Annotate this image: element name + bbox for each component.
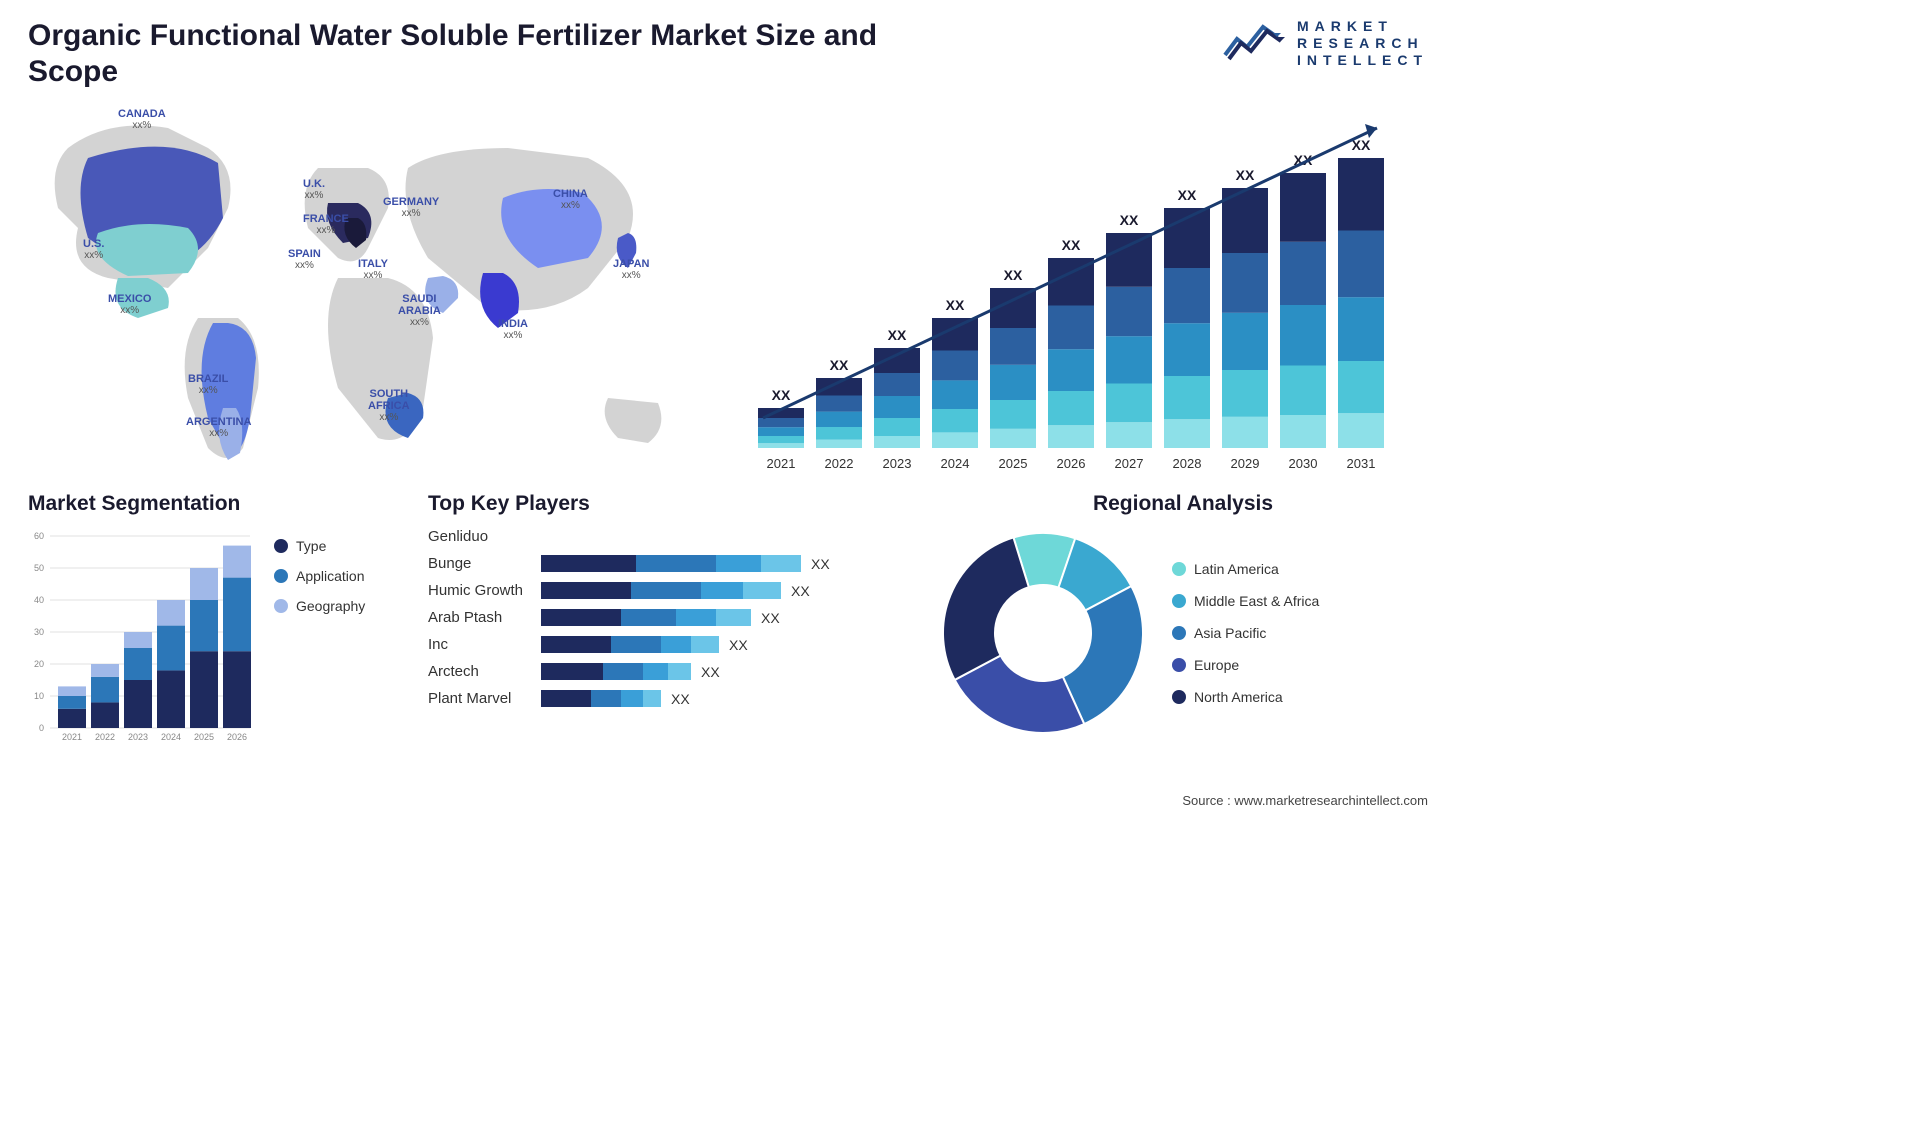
svg-text:10: 10 (34, 691, 44, 701)
regional-panel: Regional Analysis Latin America Middle Ea… (938, 492, 1428, 748)
forecast-chart: XXXXXXXXXXXXXXXXXXXXXX 20212022202320242… (738, 118, 1438, 478)
legend-item: Geography (274, 598, 365, 614)
svg-text:XX: XX (1062, 237, 1081, 253)
svg-text:0: 0 (39, 723, 44, 733)
country-label: BRAZILxx% (188, 373, 228, 396)
country-label: U.K.xx% (303, 178, 325, 201)
svg-text:2025: 2025 (194, 732, 214, 742)
svg-text:XX: XX (946, 297, 965, 313)
svg-text:2025: 2025 (999, 456, 1028, 471)
player-name: Genliduo (428, 528, 488, 545)
player-name: Plant Marvel (428, 690, 511, 707)
country-label: ARGENTINAxx% (186, 416, 251, 439)
legend-item: North America (1172, 689, 1319, 705)
country-label: U.S.xx% (83, 238, 104, 261)
country-label: FRANCExx% (303, 213, 349, 236)
country-label: ITALYxx% (358, 258, 388, 281)
players-labels: Genliduo Bunge Humic Growth Arab Ptash Inc Ar… (428, 528, 523, 707)
legend-item: Asia Pacific (1172, 625, 1319, 641)
logo-icon (1223, 19, 1287, 68)
legend-item: Europe (1172, 657, 1319, 673)
player-name: Arab Ptash (428, 609, 502, 626)
header: Organic Functional Water Soluble Fertili… (28, 18, 1428, 90)
player-name: Arctech (428, 663, 479, 680)
svg-text:2031: 2031 (1347, 456, 1376, 471)
svg-text:20: 20 (34, 659, 44, 669)
svg-text:2021: 2021 (62, 732, 82, 742)
player-row: XX (541, 555, 830, 572)
logo-line2: RESEARCH (1297, 35, 1428, 52)
svg-text:XX: XX (772, 387, 791, 403)
country-label: JAPANxx% (613, 258, 649, 281)
logo-line3: INTELLECT (1297, 52, 1428, 69)
logo: MARKET RESEARCH INTELLECT (1223, 18, 1428, 68)
country-label: CANADAxx% (118, 108, 166, 131)
logo-text: MARKET RESEARCH INTELLECT (1297, 18, 1428, 68)
svg-text:30: 30 (34, 627, 44, 637)
world-map-section: CANADAxx% U.S.xx% MEXICOxx% BRAZILxx% ARGENT… (28, 98, 708, 478)
legend-item: Middle East & Africa (1172, 593, 1319, 609)
top-row: CANADAxx% U.S.xx% MEXICOxx% BRAZILxx% ARGENT… (28, 98, 1428, 478)
svg-text:XX: XX (1004, 267, 1023, 283)
svg-text:XX: XX (1178, 187, 1197, 203)
country-label: GERMANYxx% (383, 196, 439, 219)
regional-title: Regional Analysis (938, 492, 1428, 516)
source-text: Source : www.marketresearchintellect.com (1182, 793, 1428, 808)
svg-text:2030: 2030 (1289, 456, 1318, 471)
legend-item: Type (274, 538, 365, 554)
svg-text:2023: 2023 (128, 732, 148, 742)
svg-text:XX: XX (1236, 167, 1255, 183)
players-bars: XX XX XX XX XX XX (541, 555, 830, 707)
svg-text:2024: 2024 (941, 456, 970, 471)
segmentation-legend: Type Application Geography (274, 538, 365, 748)
segmentation-panel: Market Segmentation 0 10 20 30 40 50 60 2021 202… (28, 492, 398, 748)
infographic-container: Organic Functional Water Soluble Fertili… (0, 0, 1456, 816)
svg-text:2029: 2029 (1231, 456, 1260, 471)
svg-text:2022: 2022 (95, 732, 115, 742)
segmentation-title: Market Segmentation (28, 492, 398, 516)
country-label: SAUDIARABIAxx% (398, 293, 441, 328)
svg-text:40: 40 (34, 595, 44, 605)
svg-text:2027: 2027 (1115, 456, 1144, 471)
svg-text:2022: 2022 (825, 456, 854, 471)
country-label: MEXICOxx% (108, 293, 151, 316)
player-row: XX (541, 663, 830, 680)
player-row: XX (541, 636, 830, 653)
player-name: Inc (428, 636, 448, 653)
svg-text:2021: 2021 (767, 456, 796, 471)
player-name: Bunge (428, 555, 471, 572)
player-name: Humic Growth (428, 582, 523, 599)
svg-text:XX: XX (830, 357, 849, 373)
logo-line1: MARKET (1297, 18, 1428, 35)
country-label: SOUTHAFRICAxx% (368, 388, 410, 423)
players-title: Top Key Players (428, 492, 908, 516)
svg-text:2026: 2026 (1057, 456, 1086, 471)
players-panel: Top Key Players Genliduo Bunge Humic Growt… (428, 492, 908, 748)
legend-item: Application (274, 568, 365, 584)
country-label: INDIAxx% (498, 318, 528, 341)
player-row: XX (541, 690, 830, 707)
country-label: SPAINxx% (288, 248, 321, 271)
svg-text:2023: 2023 (883, 456, 912, 471)
svg-text:XX: XX (1120, 212, 1139, 228)
forecast-chart-section: XXXXXXXXXXXXXXXXXXXXXX 20212022202320242… (738, 98, 1428, 478)
svg-text:2028: 2028 (1173, 456, 1202, 471)
bottom-row: Market Segmentation 0 10 20 30 40 50 60 2021 202… (28, 492, 1428, 748)
legend-item: Latin America (1172, 561, 1319, 577)
segmentation-chart: 0 10 20 30 40 50 60 2021 2022 2023 2024 2025 2026 (28, 528, 258, 748)
svg-text:60: 60 (34, 531, 44, 541)
player-row: XX (541, 582, 830, 599)
svg-text:2026: 2026 (227, 732, 247, 742)
regional-legend: Latin America Middle East & Africa Asia Pa… (1172, 561, 1319, 705)
svg-text:2024: 2024 (161, 732, 181, 742)
country-label: CHINAxx% (553, 188, 588, 211)
player-row: XX (541, 609, 830, 626)
svg-text:50: 50 (34, 563, 44, 573)
page-title: Organic Functional Water Soluble Fertili… (28, 18, 948, 90)
svg-text:XX: XX (888, 327, 907, 343)
regional-donut (938, 528, 1148, 738)
